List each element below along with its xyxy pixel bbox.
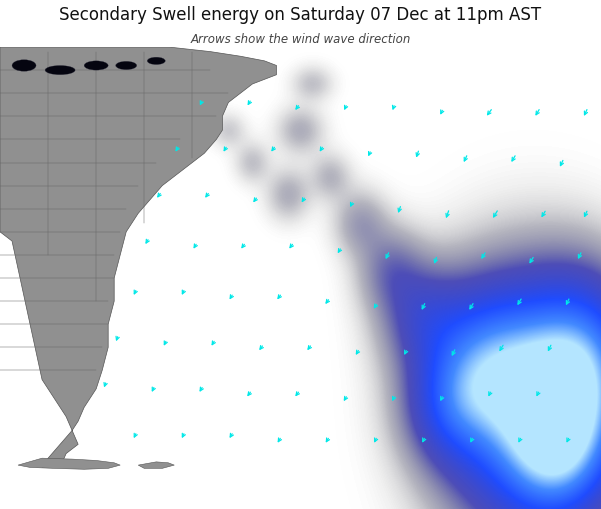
Polygon shape: [138, 462, 174, 468]
Ellipse shape: [84, 62, 108, 71]
Polygon shape: [0, 48, 276, 467]
Ellipse shape: [115, 62, 136, 71]
Ellipse shape: [12, 61, 36, 72]
Ellipse shape: [45, 66, 75, 75]
Polygon shape: [18, 458, 120, 469]
Text: Arrows show the wind wave direction: Arrows show the wind wave direction: [191, 33, 410, 46]
Text: Secondary Swell energy on Saturday 07 Dec at 11pm AST: Secondary Swell energy on Saturday 07 De…: [59, 6, 542, 24]
Ellipse shape: [147, 58, 165, 66]
